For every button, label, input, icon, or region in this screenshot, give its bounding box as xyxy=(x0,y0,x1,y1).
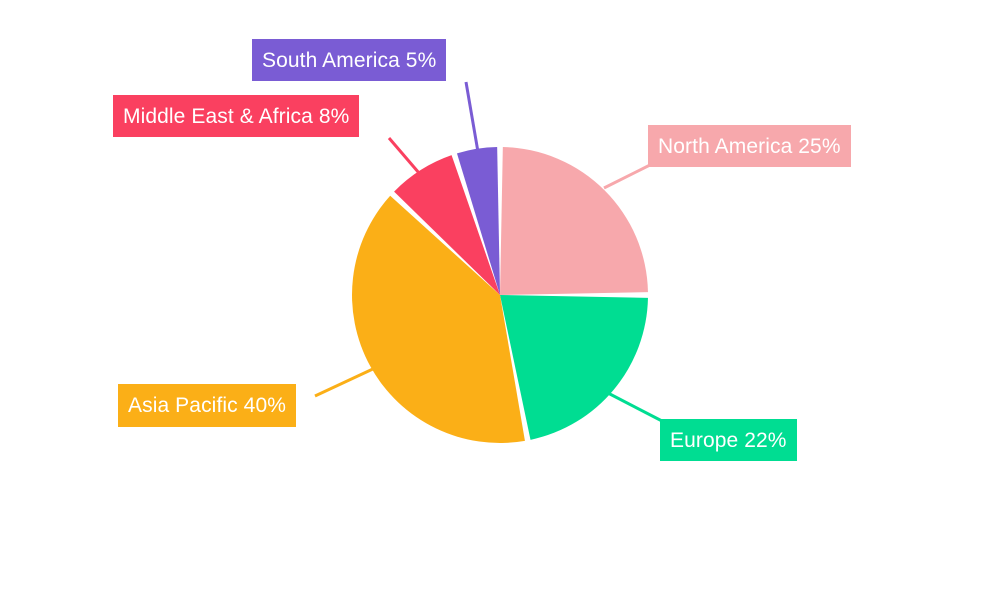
pie-label-north-america[interactable]: North America 25% xyxy=(648,125,851,167)
pie-slice-south-america[interactable] xyxy=(456,147,500,295)
pie-label-asia-pacific[interactable]: Asia Pacific 40% xyxy=(118,384,297,427)
pie-slice-europe[interactable] xyxy=(500,295,648,440)
pie-label-middle-east-africa[interactable]: Middle East & Africa 8% xyxy=(113,95,360,137)
leader-line-europe xyxy=(605,390,663,423)
pie-slice-middle-east-africa[interactable] xyxy=(394,155,500,295)
pie-label-europe[interactable]: Europe 22% xyxy=(660,419,797,461)
pie-slice-group xyxy=(352,147,648,443)
pie-slice-asia-pacific[interactable] xyxy=(352,195,525,443)
leader-line-north-america xyxy=(603,162,653,190)
leader-line-south-america xyxy=(464,81,480,153)
pie-slice-north-america[interactable] xyxy=(500,147,648,295)
pie-label-south-america[interactable]: South America 5% xyxy=(252,39,447,81)
leader-line-asia-pacific xyxy=(314,366,376,398)
